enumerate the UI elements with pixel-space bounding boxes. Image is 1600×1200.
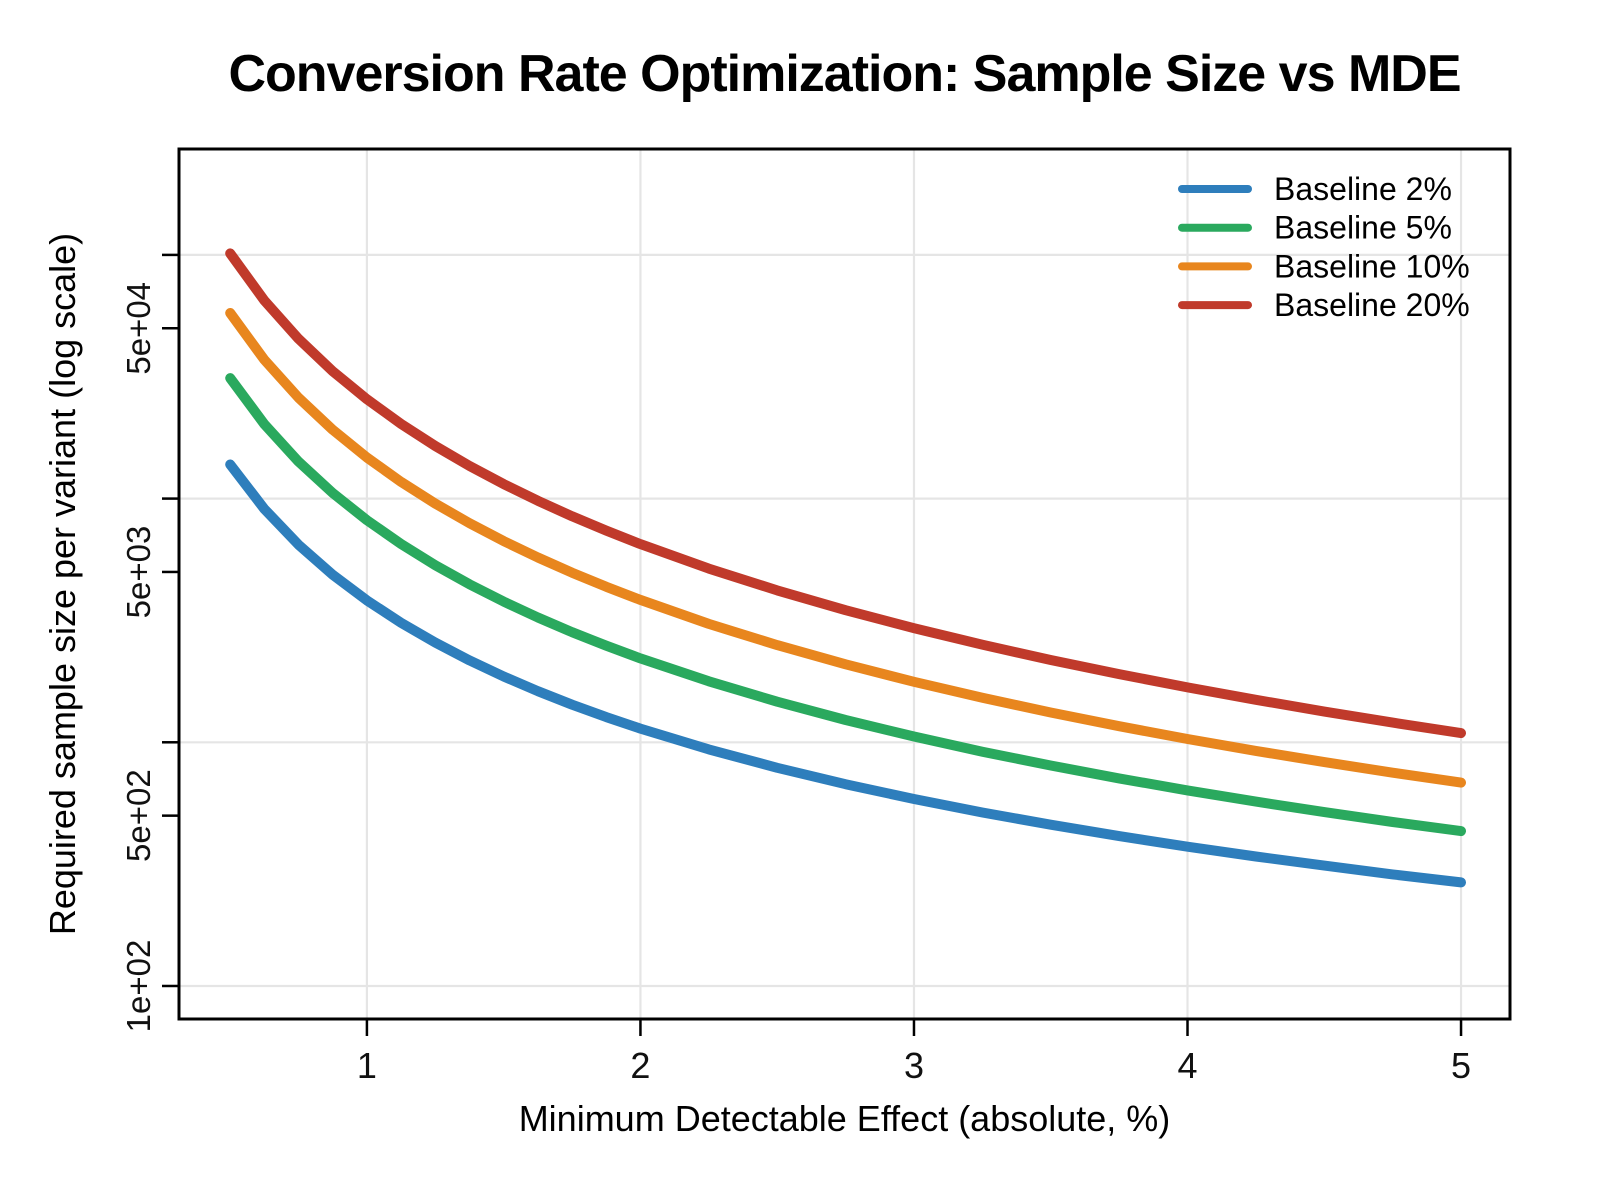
y-tick-label: 1e+02 [120, 940, 157, 1033]
y-tick-label: 5e+02 [120, 769, 157, 862]
chart-title: Conversion Rate Optimization: Sample Siz… [228, 45, 1461, 103]
x-tick-label: 1 [357, 1045, 377, 1086]
x-tick-label: 2 [630, 1045, 650, 1086]
y-tick-label: 5e+04 [120, 282, 157, 375]
legend-label: Baseline 5% [1274, 210, 1452, 246]
x-tick-label: 4 [1177, 1045, 1197, 1086]
series-curve-3 [225, 248, 1466, 739]
plot-frame [177, 147, 1512, 1021]
x-tick-label: 3 [904, 1045, 924, 1086]
legend-label: Baseline 20% [1274, 287, 1470, 323]
x-axis-label: Minimum Detectable Effect (absolute, %) [518, 1098, 1171, 1139]
legend-label: Baseline 2% [1274, 171, 1452, 207]
x-tick-label: 5 [1451, 1045, 1471, 1086]
legend-label: Baseline 10% [1274, 248, 1470, 284]
y-tick-label: 5e+03 [120, 526, 157, 619]
series-curve-1 [225, 373, 1466, 837]
series-curve-0 [225, 459, 1466, 888]
series-curve-2 [225, 308, 1466, 788]
